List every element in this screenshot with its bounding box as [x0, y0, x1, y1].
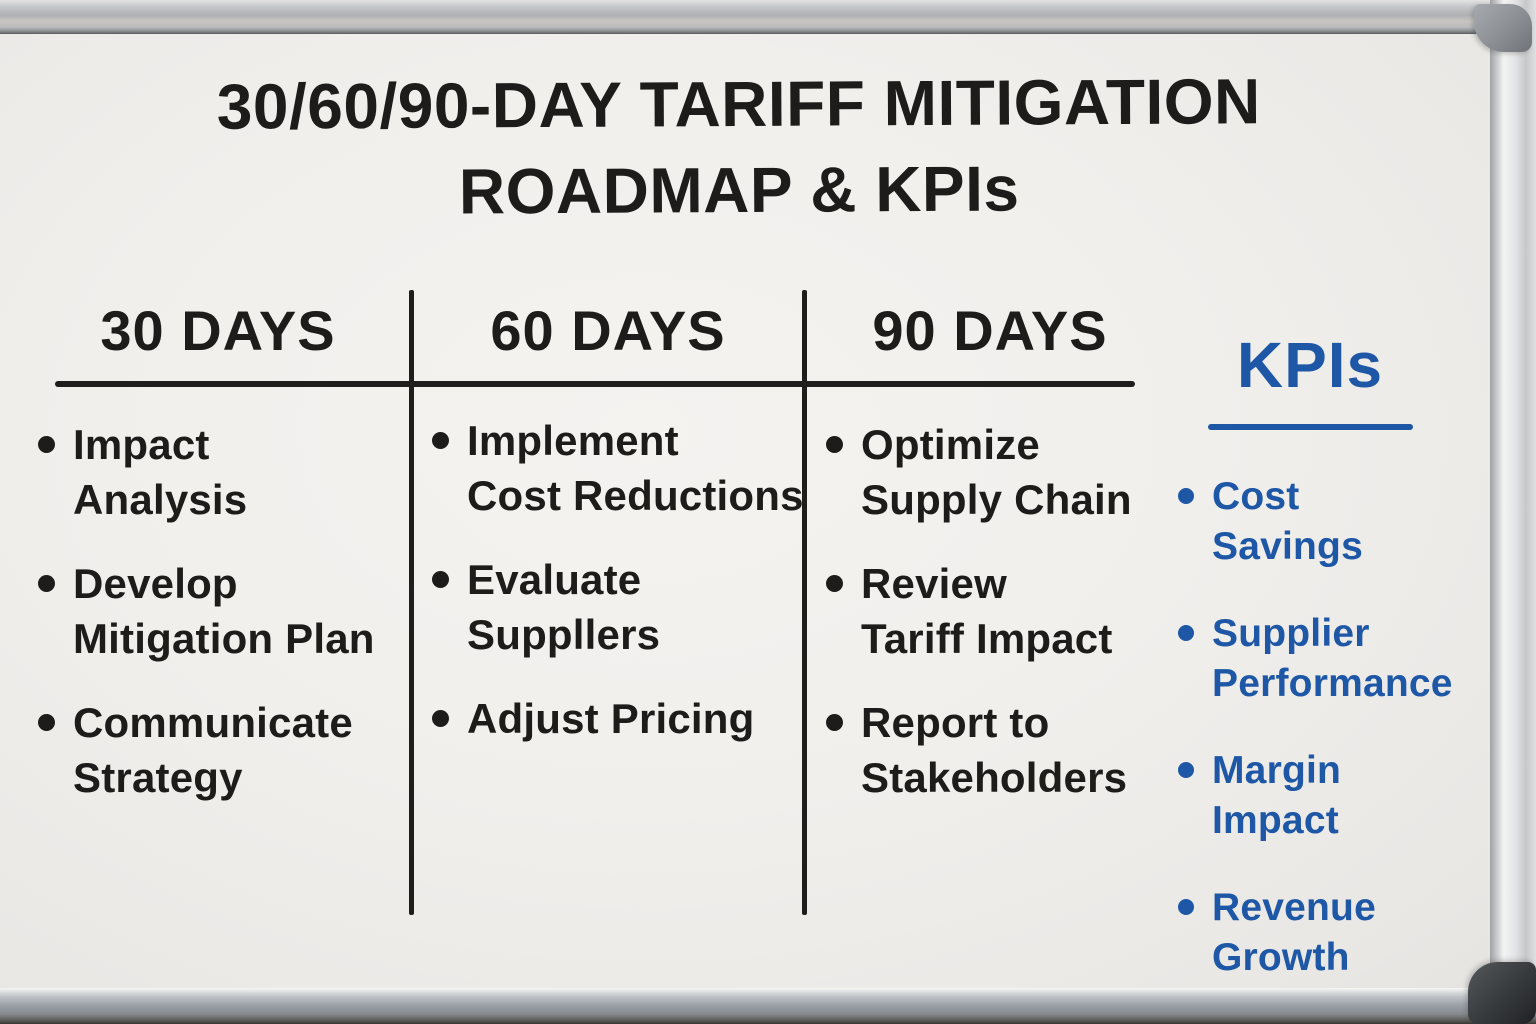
- bullet-dot-icon: [1178, 899, 1194, 916]
- item-text: Review Tariff Impact: [861, 560, 1113, 662]
- column-divider-2: [802, 290, 807, 915]
- list-item: Revenue Growth: [1178, 883, 1528, 982]
- bullet-dot-icon: [1178, 488, 1194, 504]
- board-title-line1: 30/60/90-DAY TARIFF MITIGATION: [216, 65, 1261, 143]
- item-text: Optimize Supply Chain: [861, 421, 1132, 523]
- bullet-dot-icon: [38, 436, 55, 453]
- list-item: Adjust Pricing: [432, 692, 804, 747]
- list-item: Impact Analysis: [38, 418, 408, 527]
- kpis-list: Cost Savings Supplier Performance Margin…: [1178, 472, 1528, 1020]
- frame-corner-top-right: [1474, 4, 1532, 52]
- frame-bottom-rail: [0, 988, 1536, 1024]
- board-title: 30/60/90-DAY TARIFF MITIGATION ROADMAP &…: [0, 58, 1478, 237]
- list-item: Evaluate Suppllers: [432, 553, 804, 662]
- list-item: Implement Cost Reductions: [432, 414, 804, 523]
- kpis-underline: [1208, 424, 1413, 430]
- item-text: Develop Mitigation Plan: [73, 560, 375, 662]
- bullet-dot-icon: [38, 575, 55, 593]
- bullet-dot-icon: [826, 575, 843, 593]
- item-text: Margin Impact: [1212, 749, 1342, 842]
- item-text: Impact Analysis: [73, 421, 248, 523]
- bullet-dot-icon: [826, 714, 843, 732]
- item-text: Implement Cost Reductions: [467, 417, 804, 519]
- bullet-dot-icon: [432, 432, 449, 449]
- frame-right-rail: [1490, 0, 1536, 1024]
- bullet-dot-icon: [1178, 762, 1194, 779]
- bullet-dot-icon: [1178, 625, 1194, 642]
- list-item: Cost Savings: [1178, 472, 1528, 571]
- column-header-30-days: 30 DAYS: [100, 299, 336, 362]
- kpis-header: KPIs: [1236, 329, 1384, 401]
- list-item: Communicate Strategy: [38, 696, 408, 805]
- item-text: Communicate Strategy: [73, 699, 353, 801]
- list-item: Develop Mitigation Plan: [38, 557, 408, 666]
- header-underline: [55, 381, 1135, 387]
- column-divider-1: [409, 290, 414, 915]
- bullet-dot-icon: [432, 710, 449, 728]
- list-item: Report to Stakeholders: [826, 696, 1166, 805]
- column-header-90-days: 90 DAYS: [872, 299, 1108, 362]
- list-item: Review Tariff Impact: [826, 557, 1166, 666]
- frame-top-rail: [0, 0, 1536, 34]
- board-title-line2: ROADMAP & KPIs: [458, 152, 1020, 228]
- bullet-dot-icon: [432, 571, 449, 589]
- column-list-90-days: Optimize Supply Chain Review Tariff Impa…: [826, 418, 1166, 836]
- bullet-dot-icon: [38, 714, 55, 732]
- bullet-dot-icon: [826, 436, 843, 453]
- item-text: Supplier Performance: [1212, 612, 1453, 705]
- column-list-30-days: Impact Analysis Develop Mitigation Plan …: [38, 418, 408, 836]
- list-item: Optimize Supply Chain: [826, 418, 1166, 527]
- item-text: Revenue Growth: [1212, 886, 1376, 979]
- list-item: Supplier Performance: [1178, 609, 1528, 708]
- item-text: Evaluate Suppllers: [467, 556, 661, 658]
- list-item: Margin Impact: [1178, 746, 1528, 845]
- item-text: Adjust Pricing: [467, 695, 755, 743]
- column-list-60-days: Implement Cost Reductions Evaluate Suppl…: [432, 414, 804, 777]
- item-text: Report to Stakeholders: [861, 699, 1128, 801]
- frame-corner-bottom-right: [1468, 962, 1536, 1024]
- column-header-60-days: 60 DAYS: [490, 299, 726, 362]
- item-text: Cost Savings: [1212, 475, 1363, 568]
